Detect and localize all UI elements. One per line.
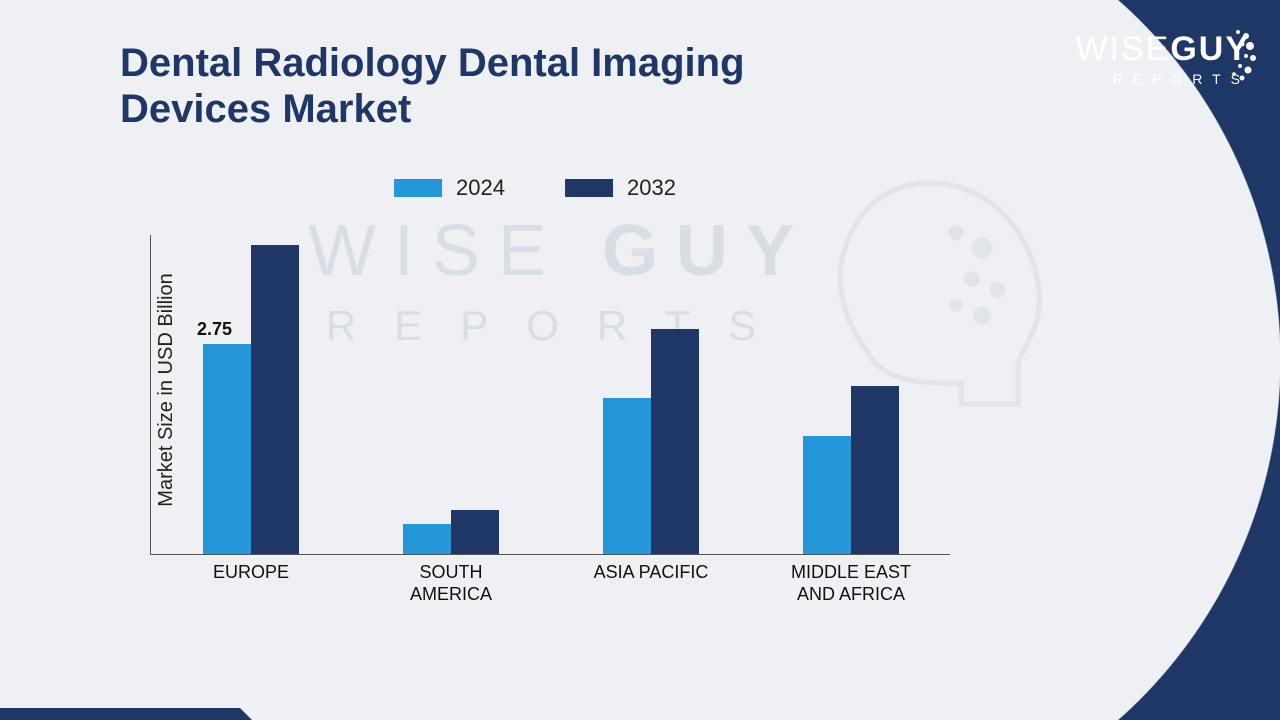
bar (603, 398, 651, 554)
brand-dots-icon (1198, 26, 1258, 86)
bar (451, 510, 499, 554)
bar-group: MIDDLE EAST AND AFRICA (791, 386, 911, 554)
legend-label: 2024 (456, 175, 505, 201)
bar (851, 386, 899, 554)
chart-legend: 2024 2032 (394, 175, 676, 201)
brand-logo: WISEGUY REPORTS (1075, 30, 1250, 87)
legend-swatch (394, 179, 442, 197)
x-axis-label: MIDDLE EAST AND AFRICA (781, 562, 921, 605)
bar (203, 344, 251, 554)
bar (803, 436, 851, 554)
brand-panel (960, 0, 1280, 720)
bar-group: 2.75EUROPE (191, 245, 311, 554)
bar (403, 524, 451, 554)
bar-group: ASIA PACIFIC (591, 329, 711, 554)
chart-area: Market Size in USD Billion 20242032 2.75… (100, 175, 970, 605)
x-axis-label: SOUTH AMERICA (381, 562, 521, 605)
legend-swatch (565, 179, 613, 197)
bar-group: SOUTH AMERICA (391, 510, 511, 554)
legend-item: 2032 (565, 175, 676, 201)
legend-item: 2024 (394, 175, 505, 201)
bar (251, 245, 299, 554)
x-axis-label: EUROPE (181, 562, 321, 584)
footer-accent (0, 708, 240, 720)
bar (651, 329, 699, 554)
chart-title: Dental Radiology Dental Imaging Devices … (120, 40, 820, 132)
x-axis-label: ASIA PACIFIC (581, 562, 721, 584)
brand-name-part1: WISE (1075, 30, 1170, 68)
page: WISEGUY REPORTS Dental Radiology Dental … (0, 0, 1280, 720)
legend-label: 2032 (627, 175, 676, 201)
chart-plot: 2.75EUROPE SOUTH AMERICA ASIA PACIFIC MIDDL… (150, 235, 950, 555)
bar-value-label: 2.75 (197, 319, 232, 340)
